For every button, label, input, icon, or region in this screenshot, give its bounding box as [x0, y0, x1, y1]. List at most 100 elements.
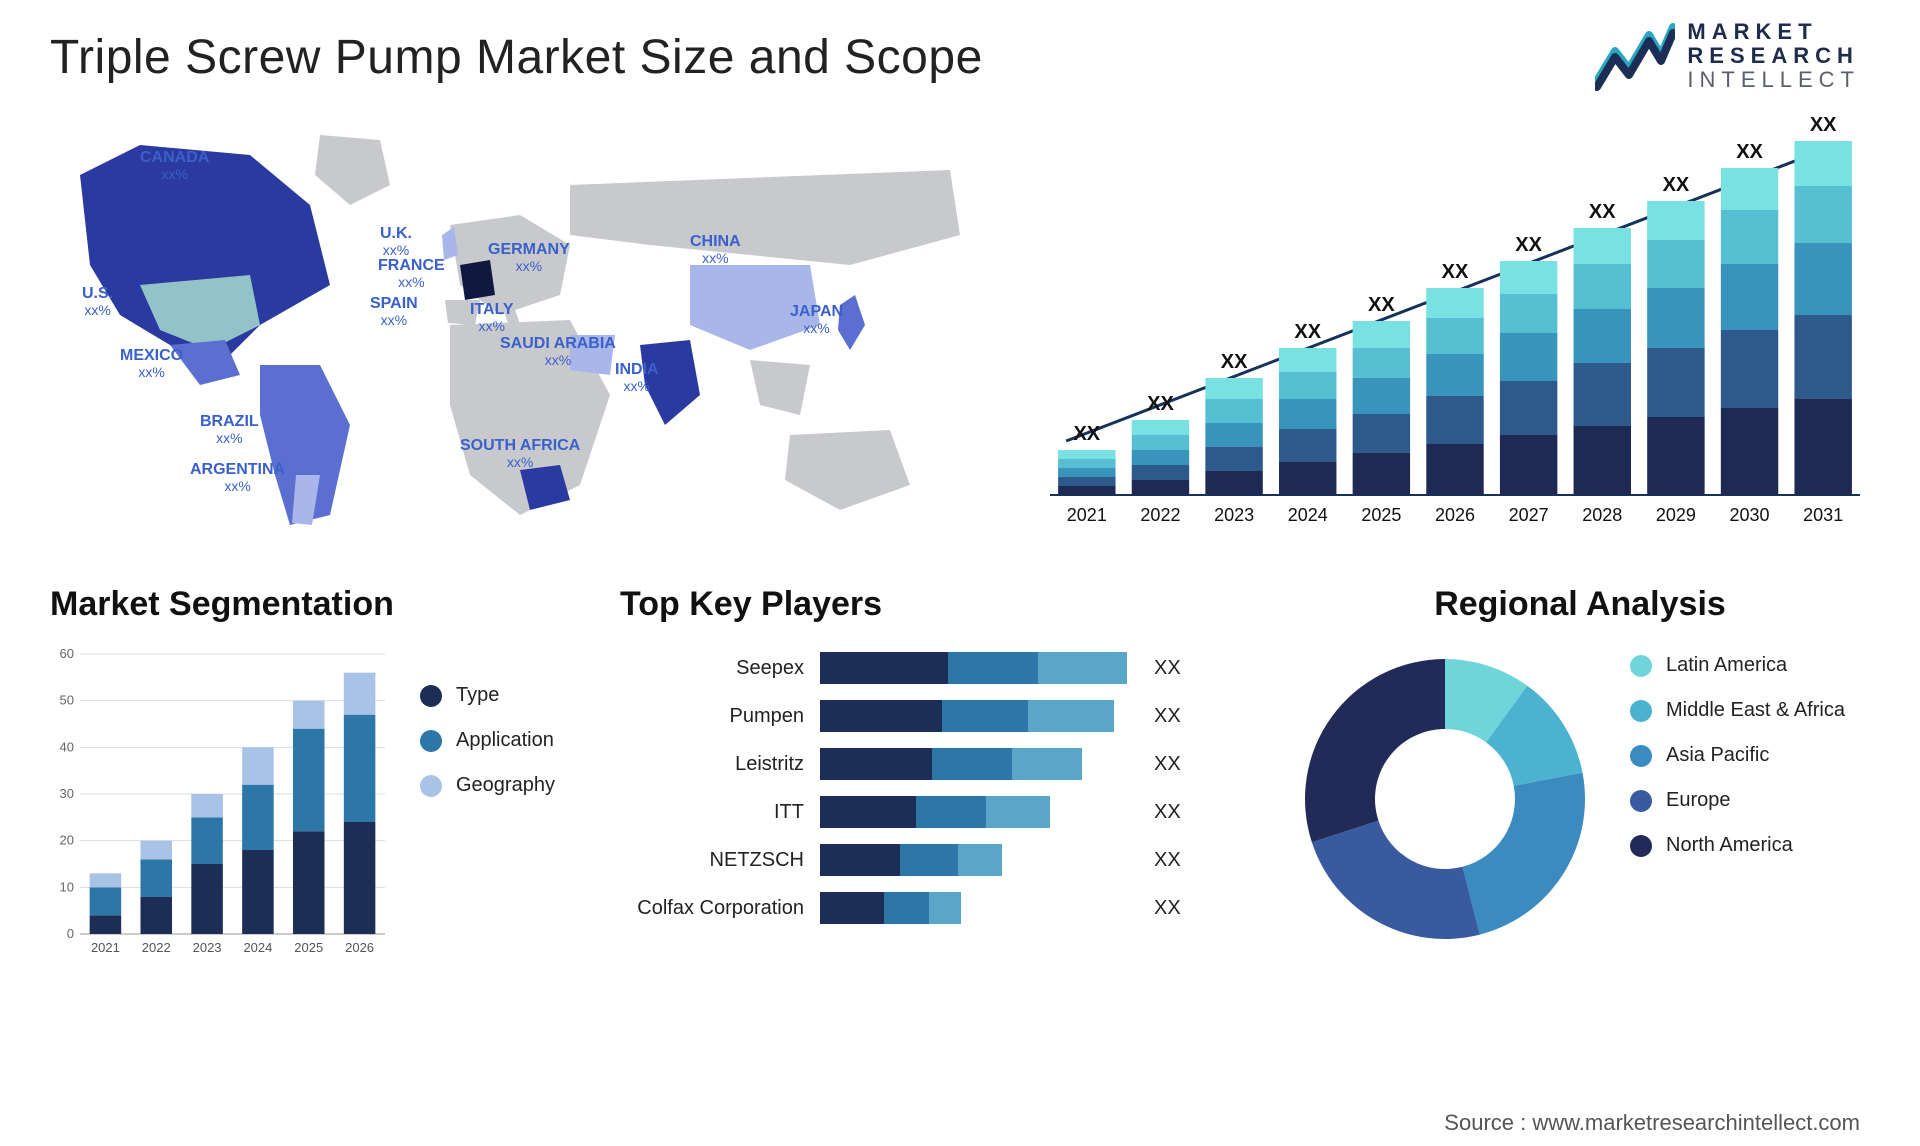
player-row: PumpenXX: [620, 692, 1260, 740]
regional-section: Regional Analysis Latin AmericaMiddle Ea…: [1290, 585, 1870, 1015]
svg-text:2023: 2023: [1214, 505, 1254, 525]
map-label-italy: ITALYxx%: [470, 301, 514, 334]
player-bar-segment: [929, 892, 961, 924]
legend-dot-icon: [420, 685, 442, 707]
player-row: SeepexXX: [620, 644, 1260, 692]
segmentation-legend: Type Application Geography: [420, 644, 590, 819]
svg-text:XX: XX: [1442, 261, 1469, 283]
svg-text:2031: 2031: [1803, 505, 1843, 525]
svg-text:2027: 2027: [1509, 505, 1549, 525]
player-label: NETZSCH: [620, 849, 820, 872]
legend-label: Type: [456, 684, 499, 707]
legend-label: Asia Pacific: [1666, 744, 1769, 767]
svg-text:XX: XX: [1736, 141, 1763, 163]
legend-dot-icon: [1630, 745, 1652, 767]
legend-dot-icon: [1630, 700, 1652, 722]
player-label: ITT: [620, 801, 820, 824]
svg-text:2030: 2030: [1730, 505, 1770, 525]
player-bar-segment: [820, 796, 916, 828]
player-value: XX: [1140, 753, 1181, 776]
svg-text:2022: 2022: [1140, 505, 1180, 525]
svg-text:2021: 2021: [1067, 505, 1107, 525]
map-label-india: INDIAxx%: [615, 361, 659, 394]
svg-text:20: 20: [60, 833, 74, 848]
svg-text:2024: 2024: [1288, 505, 1328, 525]
svg-text:2025: 2025: [294, 940, 323, 955]
players-body: SeepexXXPumpenXXLeistritzXXITTXXNETZSCHX…: [620, 644, 1260, 932]
svg-text:2025: 2025: [1361, 505, 1401, 525]
player-bar: [820, 700, 1140, 732]
legend-label: Geography: [456, 774, 555, 797]
svg-text:XX: XX: [1589, 201, 1616, 223]
regional-title: Regional Analysis: [1290, 585, 1870, 624]
svg-text:XX: XX: [1515, 234, 1542, 256]
player-row: NETZSCH XX: [620, 836, 1260, 884]
player-bar-segment: [1028, 700, 1114, 732]
map-label-france: FRANCExx%: [378, 257, 445, 290]
map-label-china: CHINAxx%: [690, 233, 741, 266]
legend-dot-icon: [1630, 655, 1652, 677]
player-label: Leistritz: [620, 753, 820, 776]
segmentation-legend-item: Type: [420, 684, 590, 707]
legend-dot-icon: [1630, 790, 1652, 812]
players-section: Top Key Players SeepexXXPumpenXXLeistrit…: [620, 585, 1260, 1015]
player-bar-segment: [900, 844, 958, 876]
player-bar-segment: [820, 652, 948, 684]
player-bar: [820, 796, 1140, 828]
player-bar-segment: [916, 796, 986, 828]
growth-chart-svg: XX2021XX2022XX2023XX2024XX2025XX2026XX20…: [1030, 115, 1870, 535]
svg-text:XX: XX: [1221, 351, 1248, 373]
player-value: XX: [1140, 849, 1181, 872]
player-row: Colfax CorporationXX: [620, 884, 1260, 932]
player-label: Seepex: [620, 657, 820, 680]
map-label-japan: JAPANxx%: [790, 303, 843, 336]
logo-text: MARKET RESEARCH INTELLECT: [1687, 20, 1860, 93]
svg-text:XX: XX: [1073, 423, 1100, 445]
svg-text:2026: 2026: [345, 940, 374, 955]
map-label-brazil: BRAZILxx%: [200, 413, 259, 446]
growth-chart: XX2021XX2022XX2023XX2024XX2025XX2026XX20…: [1030, 115, 1870, 545]
svg-text:2022: 2022: [142, 940, 171, 955]
svg-text:2028: 2028: [1582, 505, 1622, 525]
svg-text:XX: XX: [1147, 393, 1174, 415]
map-label-argentina: ARGENTINAxx%: [190, 461, 285, 494]
regional-legend-item: Latin America: [1630, 654, 1870, 677]
player-bar-segment: [948, 652, 1038, 684]
regional-legend-item: Asia Pacific: [1630, 744, 1870, 767]
svg-text:60: 60: [60, 646, 74, 661]
player-bar-segment: [932, 748, 1012, 780]
player-bar-segment: [1038, 652, 1128, 684]
map-label-u-k-: U.K.xx%: [380, 225, 412, 258]
legend-label: Application: [456, 729, 554, 752]
svg-text:XX: XX: [1294, 321, 1321, 343]
player-row: Leistritz XX: [620, 740, 1260, 788]
svg-text:XX: XX: [1368, 294, 1395, 316]
segmentation-legend-item: Geography: [420, 774, 590, 797]
player-value: XX: [1140, 801, 1181, 824]
player-bar-segment: [820, 700, 942, 732]
legend-dot-icon: [1630, 835, 1652, 857]
regional-legend: Latin AmericaMiddle East & AfricaAsia Pa…: [1630, 644, 1870, 879]
player-bar-segment: [1012, 748, 1082, 780]
player-bar: [820, 844, 1140, 876]
segmentation-chart-svg: 0102030405060202120222023202420252026: [50, 644, 390, 964]
player-row: ITT XX: [620, 788, 1260, 836]
player-bar-segment: [986, 796, 1050, 828]
logo-line1: MARKET: [1687, 20, 1860, 44]
player-bar-segment: [820, 748, 932, 780]
player-bar: [820, 892, 1140, 924]
map-label-south-africa: SOUTH AFRICAxx%: [460, 437, 580, 470]
player-bar-segment: [958, 844, 1003, 876]
map-label-mexico: MEXICOxx%: [120, 347, 183, 380]
legend-label: North America: [1666, 834, 1793, 857]
logo-line3: INTELLECT: [1687, 68, 1860, 92]
svg-text:0: 0: [67, 926, 74, 941]
regional-legend-item: North America: [1630, 834, 1870, 857]
player-label: Colfax Corporation: [620, 897, 820, 920]
player-value: XX: [1140, 705, 1181, 728]
player-bar-segment: [820, 892, 884, 924]
legend-label: Latin America: [1666, 654, 1787, 677]
logo-mark-icon: [1595, 21, 1675, 91]
map-label-saudi-arabia: SAUDI ARABIAxx%: [500, 335, 616, 368]
svg-text:XX: XX: [1810, 115, 1837, 136]
